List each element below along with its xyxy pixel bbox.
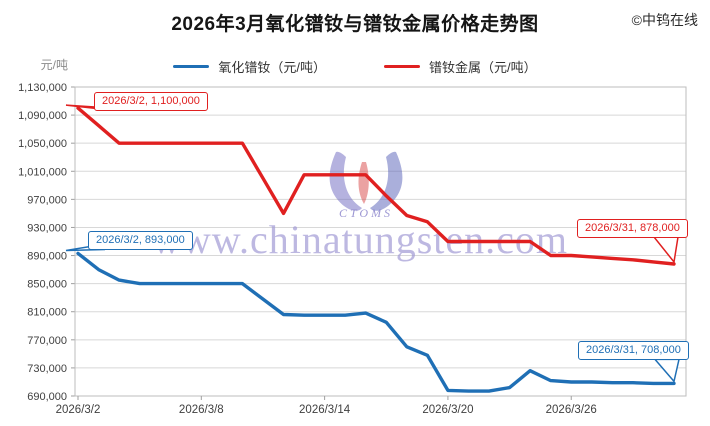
y-tick-label: 1,050,000 bbox=[18, 138, 67, 150]
ctoms-logo-text: CTOMS bbox=[339, 206, 393, 220]
y-tick-label: 1,130,000 bbox=[18, 82, 67, 94]
legend-item-oxide: 氧化镨钕（元/吨） bbox=[173, 57, 326, 76]
plot-border bbox=[74, 86, 687, 397]
x-tick-label: 2026/3/14 bbox=[299, 404, 351, 416]
copyright-label: ©中钨在线 bbox=[631, 12, 698, 28]
x-tick-label: 2026/3/2 bbox=[56, 404, 101, 416]
x-tick-label: 2026/3/8 bbox=[179, 404, 224, 416]
oxide-line-swatch-icon bbox=[173, 64, 210, 69]
ctoms-logo-watermark bbox=[329, 151, 403, 211]
annotation-oxide-start: 2026/3/2, 893,000 bbox=[88, 231, 193, 251]
y-tick-label: 930,000 bbox=[27, 222, 67, 234]
annotation-metal-end: 2026/3/31, 878,000 bbox=[577, 218, 688, 238]
legend-item-metal: 镨钕金属（元/吨） bbox=[384, 57, 537, 76]
legend: 氧化镨钕（元/吨） 镨钕金属（元/吨） bbox=[0, 57, 710, 76]
y-tick-label: 970,000 bbox=[27, 194, 67, 206]
metal-line-swatch-icon bbox=[384, 64, 420, 69]
y-axis-unit-label: 元/吨 bbox=[40, 58, 68, 72]
watermark-url: www.chinatungsten.com bbox=[152, 217, 568, 262]
legend-label-metal: 镨钕金属（元/吨） bbox=[429, 60, 537, 75]
y-tick-label: 850,000 bbox=[27, 279, 67, 291]
y-tick-label: 1,090,000 bbox=[18, 110, 67, 122]
y-tick-label: 890,000 bbox=[27, 251, 67, 263]
y-tick-label: 810,000 bbox=[27, 307, 67, 319]
logo-horn-shape bbox=[329, 151, 362, 211]
y-tick-label: 690,000 bbox=[27, 391, 67, 403]
x-tick-label: 2026/3/20 bbox=[422, 404, 473, 416]
logo-horn-shape bbox=[370, 151, 403, 211]
y-tick-label: 1,010,000 bbox=[18, 166, 67, 178]
logo-horn-shape bbox=[358, 162, 369, 204]
oxide-series-line bbox=[76, 251, 676, 393]
legend-label-oxide: 氧化镨钕（元/吨） bbox=[218, 60, 326, 75]
x-tick-label: 2026/3/26 bbox=[546, 404, 597, 416]
metal-series-line bbox=[76, 106, 676, 266]
annotation-tail-metal bbox=[652, 236, 679, 264]
annotation-oxide-end: 2026/3/31, 708,000 bbox=[578, 341, 689, 361]
y-tick-label: 730,000 bbox=[27, 363, 67, 375]
annotation-tail-oxide bbox=[653, 358, 680, 383]
annotation-metal-start: 2026/3/2, 1,100,000 bbox=[94, 92, 208, 112]
y-tick-label: 770,000 bbox=[27, 335, 67, 347]
chart-title: 2026年3月氧化镨钕与镨钕金属价格走势图 bbox=[171, 14, 539, 35]
